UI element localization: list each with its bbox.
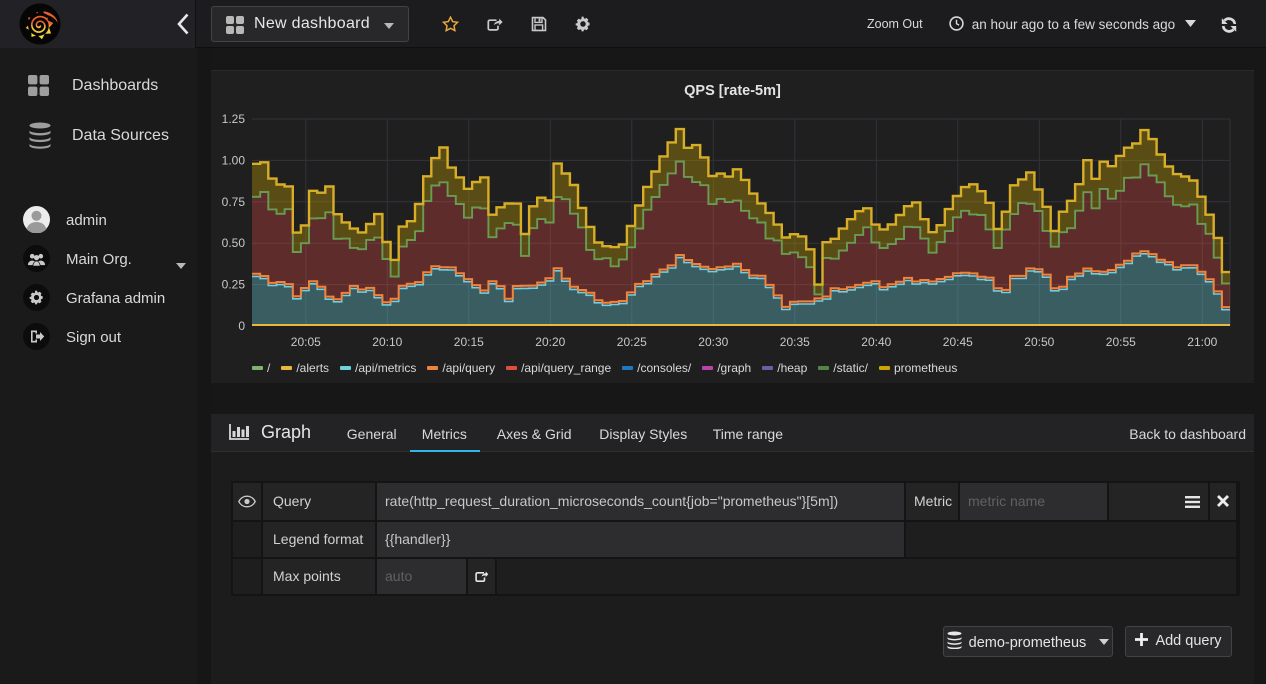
svg-text:1.25: 1.25	[222, 112, 246, 126]
svg-text:20:55: 20:55	[1106, 335, 1136, 349]
svg-text:20:40: 20:40	[861, 335, 891, 349]
svg-text:21:00: 21:00	[1187, 335, 1217, 349]
svg-text:20:05: 20:05	[291, 335, 321, 349]
svg-text:20:10: 20:10	[372, 335, 402, 349]
svg-text:0.50: 0.50	[222, 236, 246, 250]
svg-text:1.00: 1.00	[222, 153, 246, 167]
svg-text:0: 0	[238, 319, 245, 333]
svg-text:20:30: 20:30	[698, 335, 728, 349]
svg-text:20:45: 20:45	[943, 335, 973, 349]
svg-text:0.25: 0.25	[222, 278, 246, 292]
svg-text:20:50: 20:50	[1024, 335, 1054, 349]
svg-text:20:35: 20:35	[780, 335, 810, 349]
svg-text:0.75: 0.75	[222, 195, 246, 209]
svg-text:20:25: 20:25	[617, 335, 647, 349]
svg-text:20:20: 20:20	[535, 335, 565, 349]
svg-text:20:15: 20:15	[454, 335, 484, 349]
